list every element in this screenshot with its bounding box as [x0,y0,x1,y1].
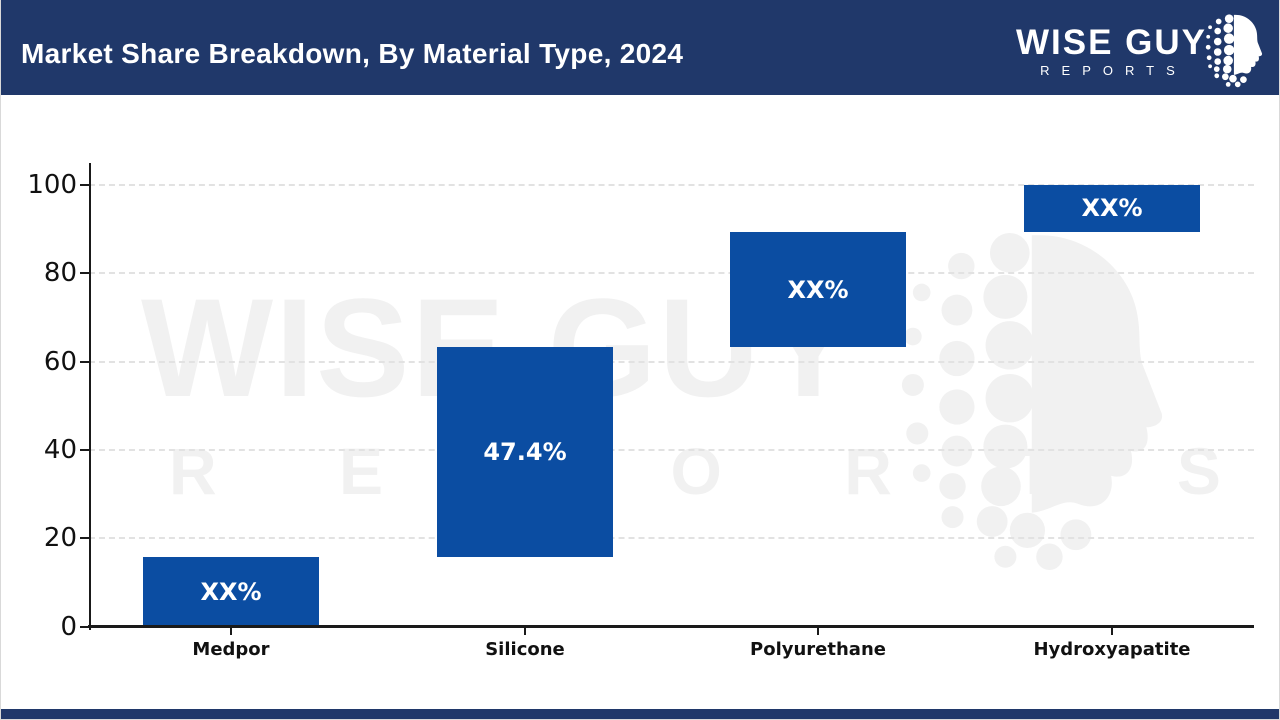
x-tick-2 [817,628,819,635]
gridline-80 [89,272,1254,275]
bar-value-label: XX% [787,275,849,304]
header-banner: Market Share Breakdown, By Material Type… [1,0,1279,95]
y-tick-40 [80,448,89,451]
bar-polyurethane: XX% [730,231,906,348]
y-tick-label-100: 100 [27,170,77,200]
gridline-100 [89,184,1254,186]
y-tick-label-0: 0 [60,611,77,642]
chart-title: Market Share Breakdown, By Material Type… [21,37,684,69]
bar-value-label: XX% [1081,194,1143,223]
y-tick-100 [80,184,89,186]
y-tick-label-20: 20 [43,523,77,554]
gridline-60 [89,360,1254,363]
y-tick-0 [80,625,89,628]
y-axis-line [89,163,91,630]
logo-wordmark: WISE GUY REPORTS [1016,25,1207,78]
footer-banner [1,709,1279,719]
gridline-20 [89,537,1254,540]
y-tick-80 [80,272,89,275]
bar-silicone: 47.4% [437,347,613,557]
x-tick-label-1: Silicone [485,638,565,660]
dotted-head-icon [1205,13,1263,87]
y-tick-label-80: 80 [43,258,77,289]
x-tick-3 [1111,628,1113,635]
x-axis-line [88,625,1254,628]
y-tick-20 [80,537,89,540]
y-tick-label-40: 40 [43,434,77,465]
y-tick-label-60: 60 [43,346,77,377]
logo-wordmark-line2: REPORTS [1040,63,1187,78]
wise-guy-reports-logo: WISE GUY REPORTS [1016,12,1263,92]
x-tick-label-0: Medpor [192,638,270,660]
x-tick-0 [230,628,232,635]
gridline-40 [89,448,1254,451]
logo-wordmark-line1: WISE GUY [1015,23,1207,62]
bar-value-label: 47.4% [483,438,567,467]
bar-value-label: XX% [200,577,262,606]
y-tick-60 [80,360,89,363]
bar-hydroxyapatite: XX% [1024,185,1200,232]
x-tick-1 [524,628,526,635]
bar-medpor: XX% [143,556,319,627]
x-tick-label-3: Hydroxyapatite [1033,638,1191,660]
x-tick-label-2: Polyurethane [750,638,886,660]
